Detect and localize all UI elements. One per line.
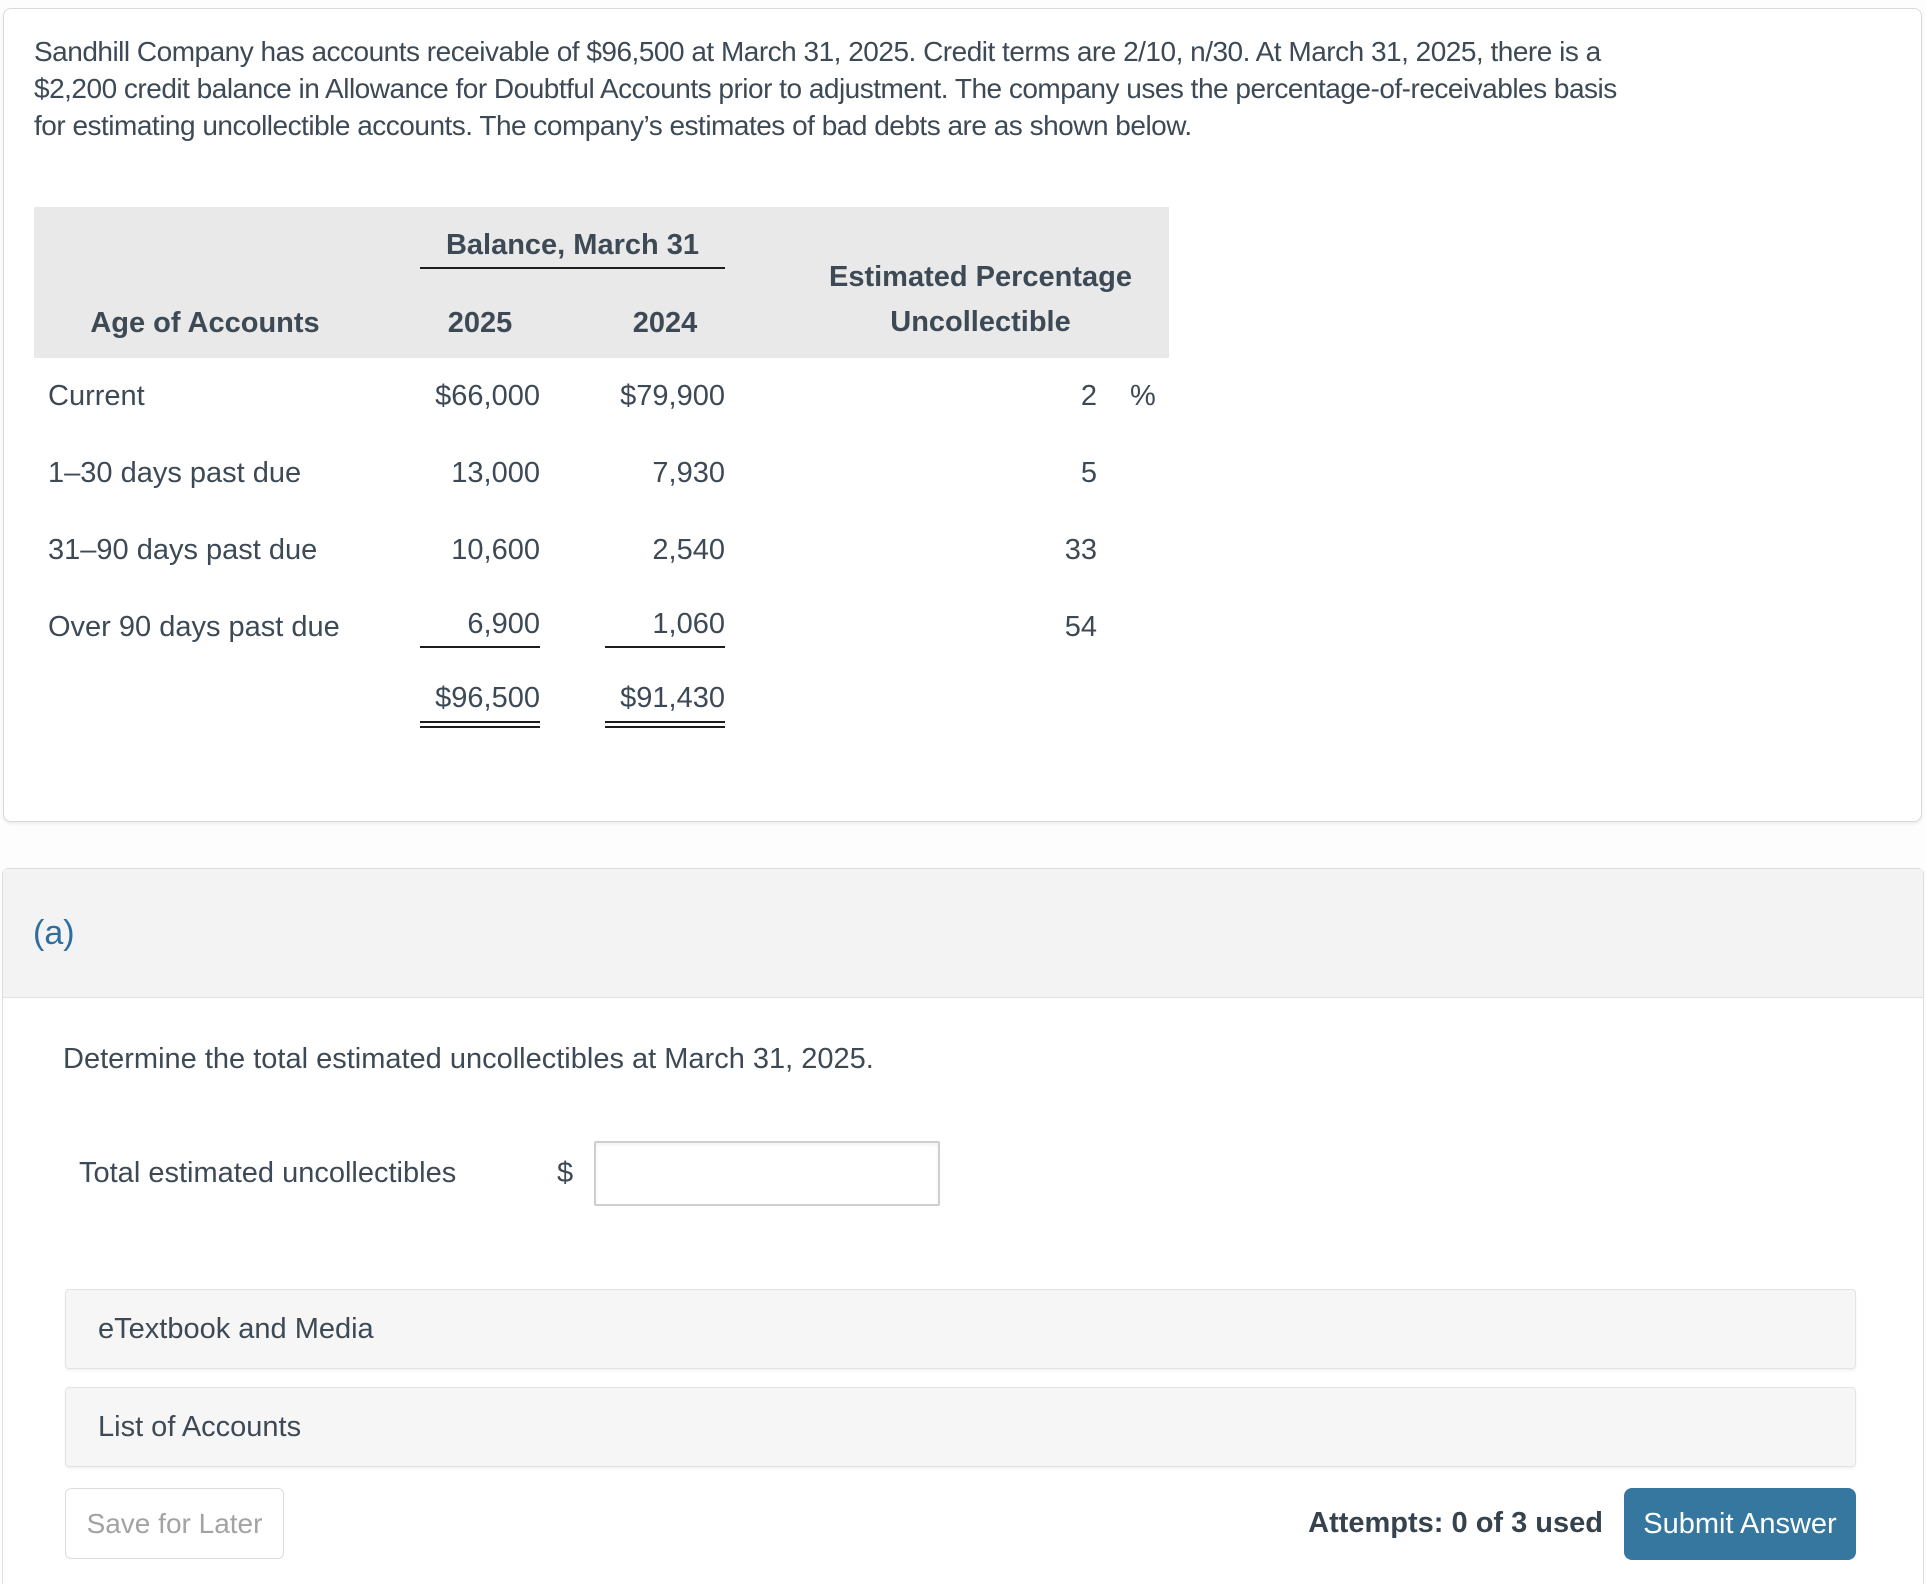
cell-pct-current: 2 (1080, 380, 1097, 412)
cell-2024-31-90: 2,540 (652, 534, 725, 566)
estimated-percentage-line2: Uncollectible (890, 306, 1071, 338)
row-label-31-90: 31–90 days past due (48, 534, 318, 566)
etextbook-media-label: eTextbook and Media (98, 1312, 374, 1345)
part-a-header: (a) (3, 869, 1923, 998)
etextbook-media-button[interactable]: eTextbook and Media (65, 1289, 1856, 1369)
aging-schedule-table: Balance, March 31 Estimated Percentage U… (34, 207, 1169, 743)
percent-sign: % (1130, 380, 1156, 412)
cell-2025-31-90: 10,600 (451, 534, 540, 566)
cell-2024-1-30: 7,930 (652, 457, 725, 489)
row-label-current: Current (48, 380, 145, 412)
row-label-1-30: 1–30 days past due (48, 457, 302, 489)
problem-text-line: Sandhill Company has accounts receivable… (34, 36, 1601, 67)
column-header-2025: 2025 (447, 307, 513, 339)
estimated-percentage-line1: Estimated Percentage (828, 261, 1132, 293)
dollar-sign: $ (557, 1157, 574, 1189)
cell-pct-31-90: 33 (1064, 534, 1097, 566)
part-a-card: (a) Determine the total estimated uncoll… (2, 868, 1924, 1584)
column-header-2024: 2024 (632, 307, 698, 339)
problem-text-line: for estimating uncollectible accounts. T… (34, 110, 1192, 141)
attempts-counter: Attempts: 0 of 3 used (1308, 1507, 1603, 1539)
cell-pct-1-30: 5 (1080, 457, 1097, 489)
part-a-question: Determine the total estimated uncollecti… (63, 1043, 874, 1075)
problem-card: Sandhill Company has accounts receivable… (3, 8, 1922, 822)
age-of-accounts-header: Age of Accounts (90, 307, 320, 339)
part-a-label: (a) (33, 913, 75, 952)
cell-2025-over-90: 6,900 (420, 608, 540, 648)
estimated-percentage-header: Estimated Percentage Uncollectible (759, 255, 1202, 345)
problem-statement: Sandhill Company has accounts receivable… (34, 33, 1617, 144)
total-uncollectibles-input[interactable] (594, 1141, 940, 1206)
submit-answer-button[interactable]: Submit Answer (1624, 1488, 1856, 1560)
answer-label: Total estimated uncollectibles (79, 1157, 457, 1189)
cell-pct-over-90: 54 (1064, 611, 1097, 643)
cell-2025-current: $66,000 (435, 380, 540, 412)
total-2024: $91,430 (605, 682, 725, 728)
total-2025: $96,500 (420, 682, 540, 728)
cell-2024-current: $79,900 (620, 380, 725, 412)
list-of-accounts-label: List of Accounts (98, 1410, 302, 1443)
problem-text-line: $2,200 credit balance in Allowance for D… (34, 73, 1617, 104)
save-for-later-button[interactable]: Save for Later (65, 1488, 284, 1559)
table-header: Balance, March 31 Estimated Percentage U… (34, 207, 1169, 358)
balance-march-31-header: Balance, March 31 (420, 217, 725, 269)
row-label-over-90: Over 90 days past due (48, 611, 340, 643)
cell-2024-over-90: 1,060 (605, 608, 725, 648)
cell-2025-1-30: 13,000 (451, 457, 540, 489)
list-of-accounts-button[interactable]: List of Accounts (65, 1387, 1856, 1467)
table-body: Current $66,000 $79,900 2 % 1–30 days pa… (34, 358, 1169, 743)
